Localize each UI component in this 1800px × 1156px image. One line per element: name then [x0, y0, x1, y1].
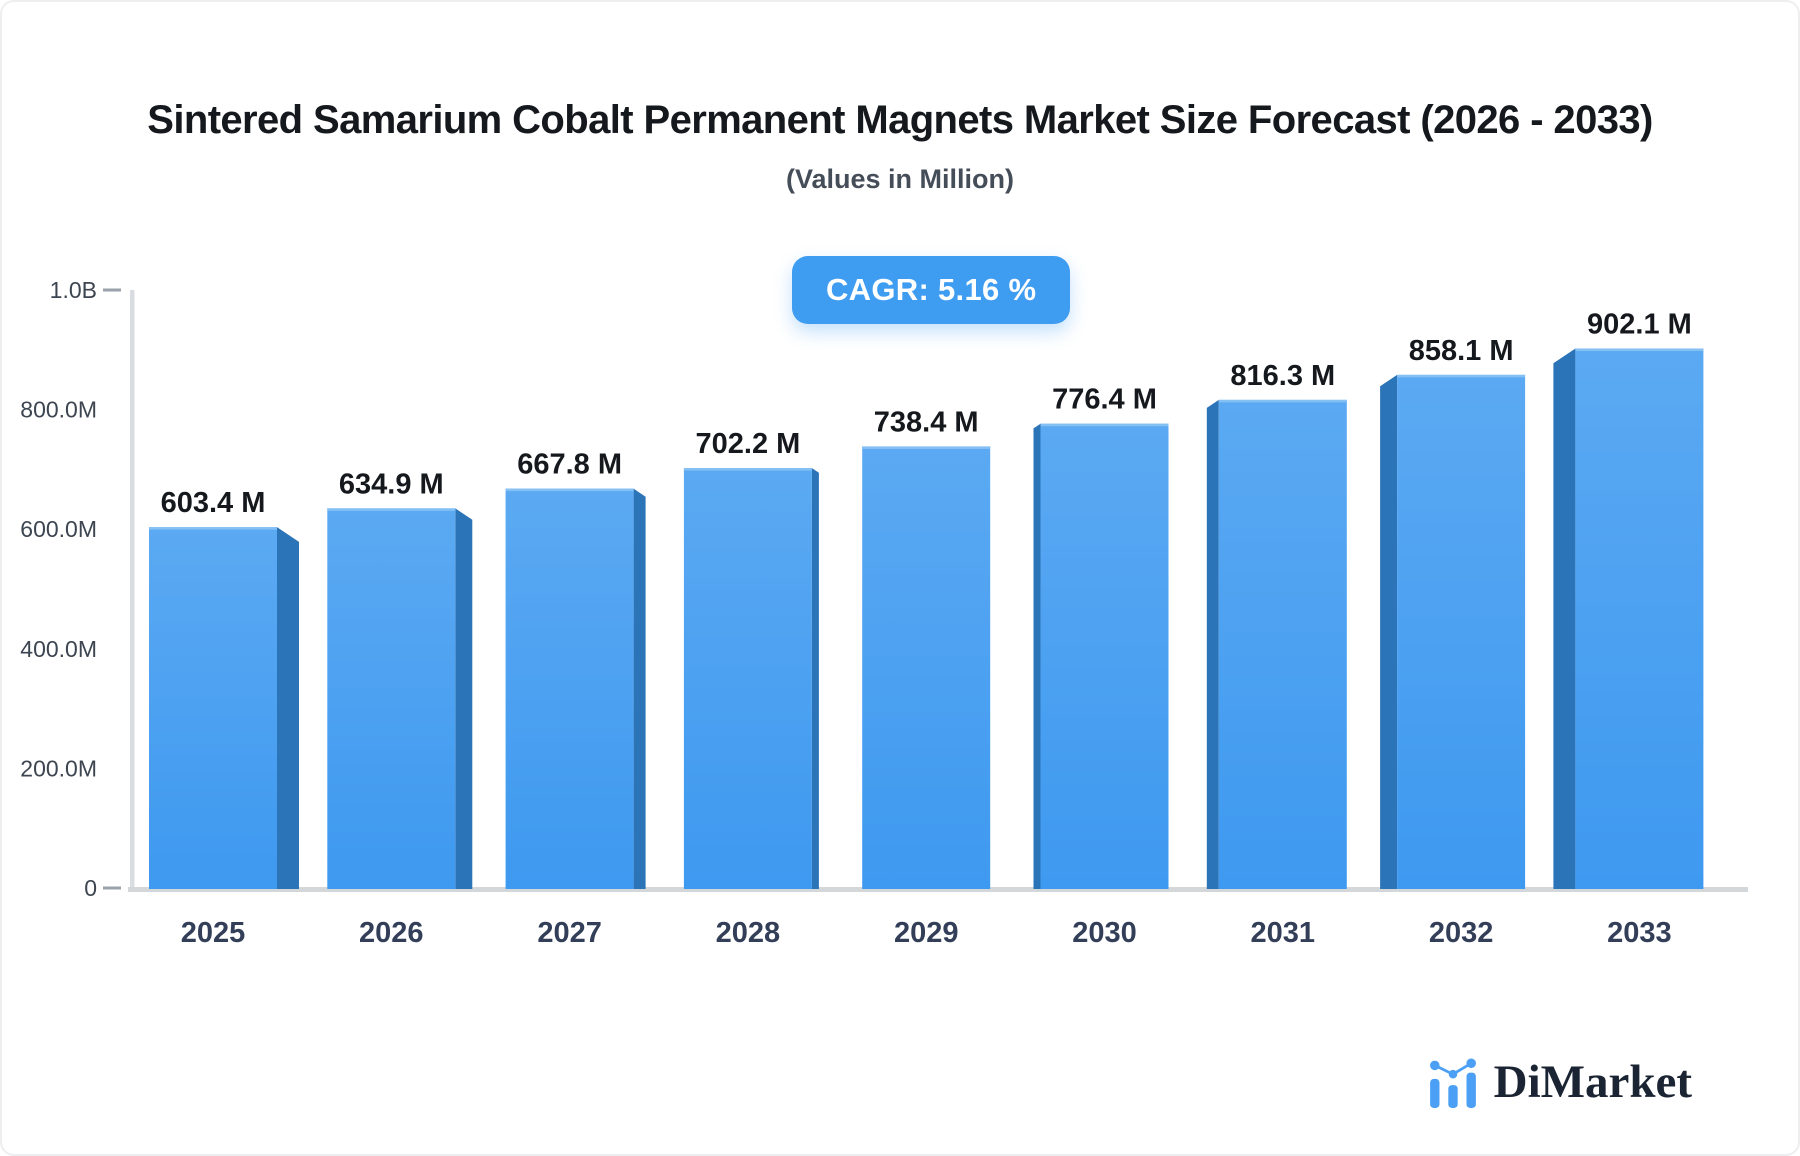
x-tick-label-2026: 2026	[359, 917, 424, 949]
bar-side-face	[1553, 348, 1576, 889]
bar-2025	[149, 527, 299, 889]
value-label-2029: 738.4 M	[874, 406, 979, 438]
bar-side-face	[1380, 374, 1398, 889]
x-tick-label-2031: 2031	[1251, 917, 1316, 949]
y-tick-dash-0	[103, 886, 121, 890]
bar-front-face	[327, 508, 456, 889]
x-tick-label-2032: 2032	[1429, 917, 1494, 949]
bar-front-face	[1218, 399, 1347, 889]
bar-top-edge	[327, 508, 456, 511]
y-tick-label-1: 800.0M	[20, 397, 97, 423]
y-tick-label-2: 600.0M	[20, 516, 97, 542]
bar-front-face	[683, 468, 812, 889]
bar-front-face	[1575, 348, 1704, 889]
bar-2032	[1380, 374, 1526, 889]
y-tick-label-5: 0	[84, 875, 97, 901]
x-tick-label-2025: 2025	[181, 917, 246, 949]
chart-title: Sintered Samarium Cobalt Permanent Magne…	[147, 98, 1653, 142]
bar-2028	[683, 468, 819, 889]
x-tick-label-2030: 2030	[1072, 917, 1137, 949]
value-label-2027: 667.8 M	[517, 449, 622, 481]
bar-side-face	[811, 468, 819, 889]
y-tick-label-4: 200.0M	[20, 755, 97, 781]
value-label-2025: 603.4 M	[161, 487, 266, 519]
value-label-2033: 902.1 M	[1587, 309, 1692, 341]
bar-top-edge	[1218, 399, 1347, 403]
bar-front-face	[862, 446, 991, 889]
x-axis-baseline	[128, 887, 1748, 892]
bar-side-face	[633, 488, 646, 889]
y-tick-label-3: 400.0M	[20, 636, 97, 662]
bar-front-face	[1040, 423, 1169, 889]
bar-front-face	[505, 488, 634, 889]
bar-top-edge	[505, 488, 634, 492]
chart-subtitle: (Values in Million)	[785, 164, 1015, 194]
bar-top-edge	[862, 446, 991, 449]
y-axis-line	[130, 290, 135, 892]
bar-side-face	[1206, 399, 1219, 889]
bar-side-face	[1033, 423, 1041, 889]
bar-top-edge	[683, 468, 812, 471]
cagr-badge-label: CAGR: 5.16 %	[826, 272, 1037, 307]
value-label-2031: 816.3 M	[1230, 360, 1335, 392]
bar-side-face	[277, 527, 299, 889]
bar-2031	[1206, 399, 1347, 889]
value-label-2026: 634.9 M	[339, 468, 444, 500]
x-tick-label-2029: 2029	[894, 917, 959, 949]
value-label-2028: 702.2 M	[696, 428, 801, 460]
dimarket-bars-icon	[1429, 1058, 1476, 1108]
bar-top-edge	[149, 527, 277, 530]
y-tick-dash-1.0B	[103, 288, 121, 292]
bar-2027	[505, 488, 646, 889]
x-tick-label-2028: 2028	[716, 917, 781, 949]
value-label-2030: 776.4 M	[1052, 384, 1157, 416]
bar-front-face	[1397, 374, 1526, 889]
bar-front-face	[149, 527, 277, 889]
bar-top-edge	[1575, 348, 1704, 352]
bar-top-edge	[1040, 423, 1169, 427]
x-tick-label-2027: 2027	[537, 917, 602, 949]
bar-top-edge	[1397, 374, 1526, 378]
bar-2033	[1553, 348, 1704, 889]
bar-2029	[862, 446, 991, 889]
brand-name: DiMarket	[1493, 1055, 1692, 1108]
y-tick-label-0: 1.0B	[50, 277, 97, 303]
brand-logo: DiMarket	[1427, 1056, 1692, 1108]
bar-side-face	[455, 508, 473, 889]
bar-2030	[1033, 423, 1169, 889]
x-tick-label-2033: 2033	[1607, 917, 1672, 949]
bar-2026	[327, 508, 473, 889]
cagr-badge: CAGR: 5.16 %	[792, 256, 1071, 324]
value-label-2032: 858.1 M	[1409, 335, 1514, 367]
